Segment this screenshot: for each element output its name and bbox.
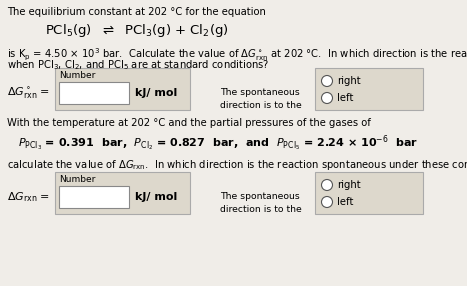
Text: right: right bbox=[337, 76, 361, 86]
Text: $\Delta G^\circ_\mathrm{rxn}$ =: $\Delta G^\circ_\mathrm{rxn}$ = bbox=[7, 86, 50, 101]
FancyBboxPatch shape bbox=[315, 68, 423, 110]
Circle shape bbox=[321, 92, 333, 104]
Text: calculate the value of $\Delta G_\mathrm{rxn}$.  In which direction is the react: calculate the value of $\Delta G_\mathrm… bbox=[7, 158, 467, 172]
FancyBboxPatch shape bbox=[55, 172, 190, 214]
Text: With the temperature at 202 °C and the partial pressures of the gases of: With the temperature at 202 °C and the p… bbox=[7, 118, 371, 128]
Text: right: right bbox=[337, 180, 361, 190]
Text: Number: Number bbox=[59, 175, 95, 184]
FancyBboxPatch shape bbox=[59, 82, 129, 104]
Text: is K$_\mathrm{p}$ = 4.50 × 10$^3$ bar.  Calculate the value of $\Delta G^\circ_\: is K$_\mathrm{p}$ = 4.50 × 10$^3$ bar. C… bbox=[7, 46, 467, 63]
Circle shape bbox=[321, 196, 333, 208]
Text: The equilibrium constant at 202 °C for the equation: The equilibrium constant at 202 °C for t… bbox=[7, 7, 266, 17]
FancyBboxPatch shape bbox=[59, 186, 129, 208]
Text: Number: Number bbox=[59, 71, 95, 80]
FancyBboxPatch shape bbox=[55, 68, 190, 110]
Text: $\Delta G_\mathrm{rxn}$ =: $\Delta G_\mathrm{rxn}$ = bbox=[7, 190, 50, 204]
Text: $P_{\mathrm{PCl_3}}$ = 0.391  bar,  $P_{\mathrm{Cl_2}}$ = 0.827  bar,  and  $P_{: $P_{\mathrm{PCl_3}}$ = 0.391 bar, $P_{\m… bbox=[18, 133, 418, 153]
Circle shape bbox=[321, 180, 333, 190]
Text: when PCl$_3$, Cl$_2$, and PCl$_5$ are at standard conditions?: when PCl$_3$, Cl$_2$, and PCl$_5$ are at… bbox=[7, 58, 269, 72]
Text: left: left bbox=[337, 93, 354, 103]
Circle shape bbox=[321, 76, 333, 86]
FancyBboxPatch shape bbox=[315, 172, 423, 214]
Text: The spontaneous
direction is to the: The spontaneous direction is to the bbox=[220, 88, 302, 110]
Text: The spontaneous
direction is to the: The spontaneous direction is to the bbox=[220, 192, 302, 214]
Text: kJ/ mol: kJ/ mol bbox=[135, 192, 177, 202]
Text: left: left bbox=[337, 197, 354, 207]
Text: kJ/ mol: kJ/ mol bbox=[135, 88, 177, 98]
Text: PCl$_5$(g)  $\rightleftharpoons$  PCl$_3$(g) + Cl$_2$(g): PCl$_5$(g) $\rightleftharpoons$ PCl$_3$(… bbox=[45, 22, 229, 39]
